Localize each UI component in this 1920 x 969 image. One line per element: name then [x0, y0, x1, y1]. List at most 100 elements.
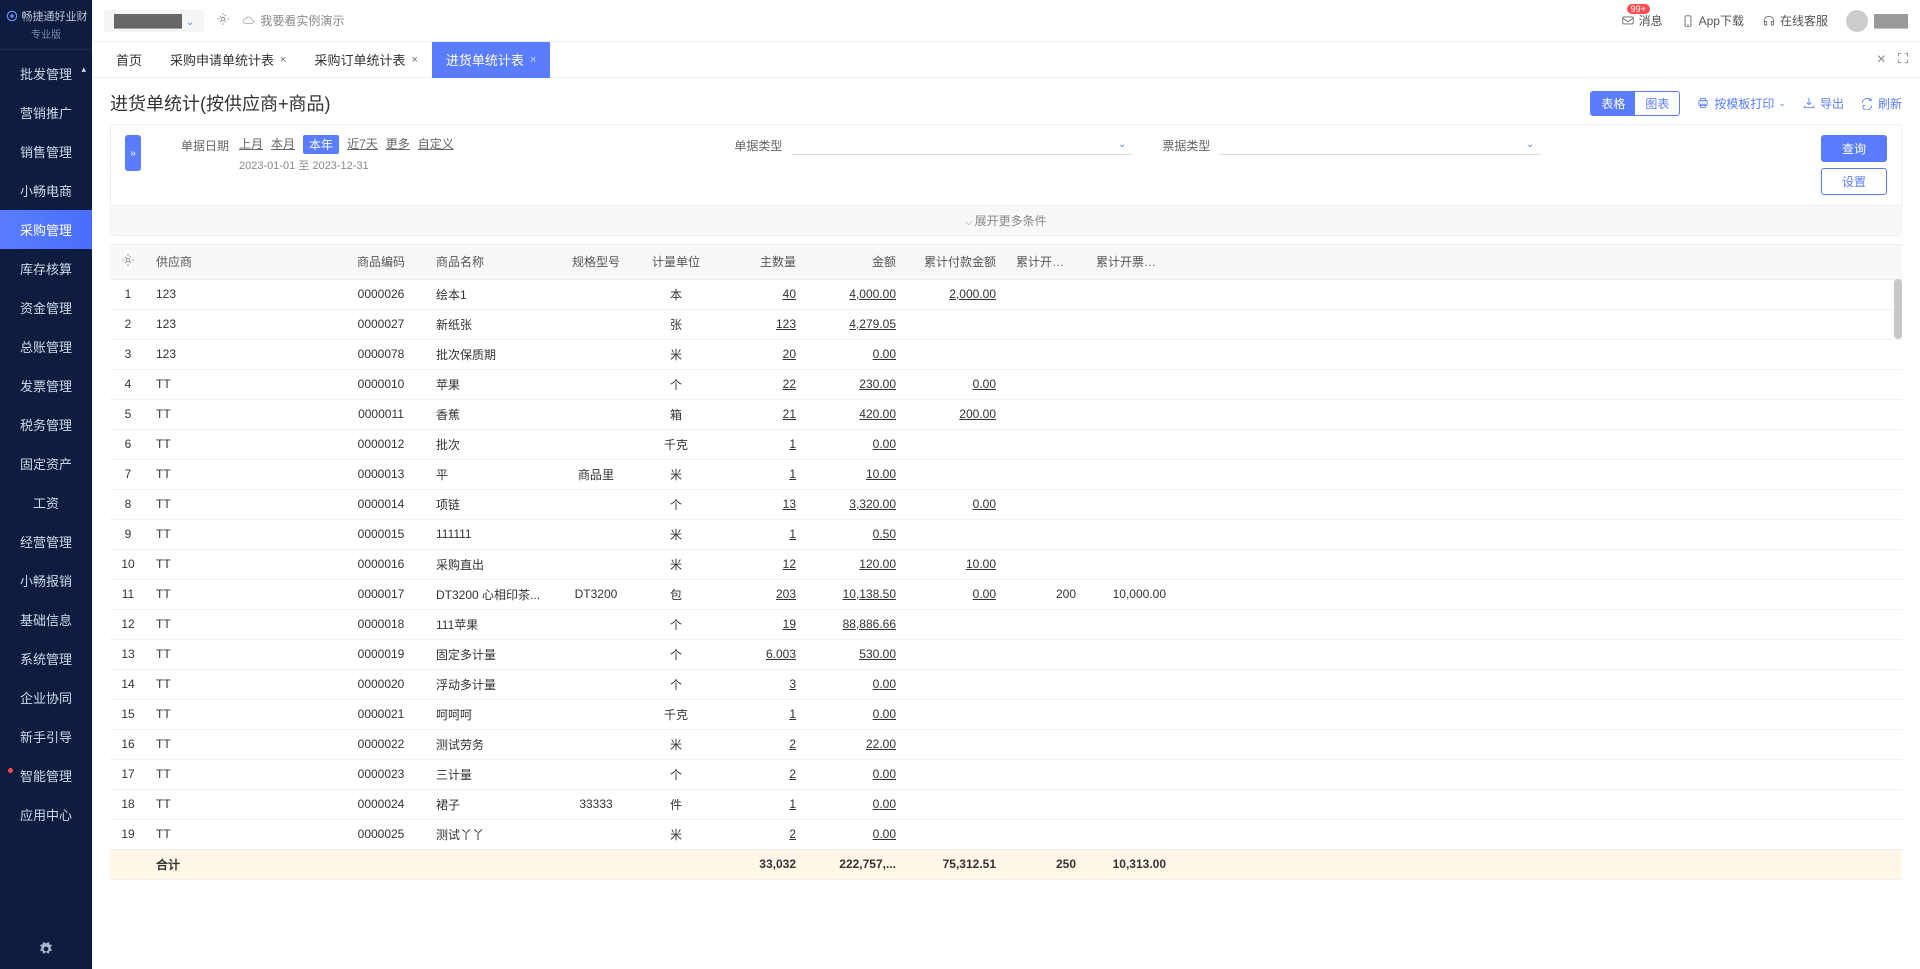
th-invqty[interactable]: 累计开票数量 — [1006, 245, 1086, 279]
close-icon[interactable]: × — [280, 54, 286, 66]
th-name[interactable]: 商品名称 — [426, 245, 556, 279]
tab-2[interactable]: 采购订单统计表× — [300, 42, 431, 78]
filter-setting-button[interactable]: 设置 — [1821, 168, 1887, 195]
sidebar-item-1[interactable]: 营销推广 — [0, 93, 92, 132]
sidebar-item-9[interactable]: 税务管理 — [0, 405, 92, 444]
chevron-down-icon: ⌄ — [186, 17, 194, 28]
sidebar-item-15[interactable]: 系统管理 — [0, 639, 92, 678]
sidebar-item-8[interactable]: 发票管理 — [0, 366, 92, 405]
table-row[interactable]: 31230000078批次保质期米200.00 — [110, 339, 1902, 369]
table-row[interactable]: 21230000027新纸张张1234,279.05 — [110, 309, 1902, 339]
view-toggle-chart[interactable]: 图表 — [1635, 92, 1679, 115]
sidebar-item-16[interactable]: 企业协同 — [0, 678, 92, 717]
avatar — [1846, 10, 1868, 32]
sidebar-item-17[interactable]: 新手引导 — [0, 717, 92, 756]
table-row[interactable]: 19TT0000025测试丫丫米20.00 — [110, 819, 1902, 849]
gear-icon[interactable] — [216, 12, 230, 29]
view-toggle: 表格 图表 — [1590, 91, 1680, 116]
table-row[interactable]: 15TT0000021呵呵呵千克10.00 — [110, 699, 1902, 729]
vertical-scrollbar[interactable] — [1894, 279, 1902, 339]
table-row[interactable]: 14TT0000020浮动多计量个30.00 — [110, 669, 1902, 699]
table-row[interactable]: 6TT0000012批次千克10.00 — [110, 429, 1902, 459]
page-title: 进货单统计(按供应商+商品) — [110, 90, 331, 116]
user-menu[interactable]: ████ — [1846, 10, 1908, 32]
export-icon — [1802, 96, 1816, 110]
th-supplier[interactable]: 供应商 — [146, 245, 336, 279]
message-button[interactable]: 99+ 消息 — [1621, 12, 1663, 29]
sidebar-item-6[interactable]: 资金管理 — [0, 288, 92, 327]
refresh-icon — [1860, 96, 1874, 110]
expand-more-filters[interactable]: ⌵ 展开更多条件 — [111, 205, 1901, 235]
page-header: 进货单统计(按供应商+商品) 表格 图表 按模板打印 ⌄ 导出 刷新 — [92, 78, 1920, 124]
tab-0[interactable]: 首页 — [102, 42, 156, 78]
support-button[interactable]: 在线客服 — [1762, 12, 1828, 29]
refresh-button[interactable]: 刷新 — [1860, 95, 1902, 112]
th-spec[interactable]: 规格型号 — [556, 245, 636, 279]
brand-icon — [5, 9, 19, 23]
table-row[interactable]: 7TT0000013平商品里米110.00 — [110, 459, 1902, 489]
headset-icon — [1762, 14, 1776, 28]
sidebar: 畅捷通好业财 专业版 批发管理营销推广销售管理小畅电商采购管理库存核算资金管理总… — [0, 0, 92, 969]
sidebar-item-5[interactable]: 库存核算 — [0, 249, 92, 288]
th-unit[interactable]: 计量单位 — [636, 245, 716, 279]
table-row[interactable]: 10TT0000016采购直出米12120.0010.00 — [110, 549, 1902, 579]
doc-type-select[interactable]: ⌄ — [792, 135, 1132, 155]
sidebar-item-12[interactable]: 经营管理 — [0, 522, 92, 561]
date-opt-0[interactable]: 上月 — [239, 135, 263, 154]
filter-collapse-handle[interactable]: » — [125, 135, 141, 171]
filter-bar: » 单据日期 上月本月本年近7天更多自定义 2023-01-01 至 2023-… — [110, 124, 1902, 236]
column-settings-icon[interactable] — [110, 245, 146, 279]
table-row[interactable]: 8TT0000014项链个133,320.000.00 — [110, 489, 1902, 519]
date-opt-5[interactable]: 自定义 — [418, 135, 454, 154]
table-row[interactable]: 9TT0000015111111米10.50 — [110, 519, 1902, 549]
sidebar-item-13[interactable]: 小畅报销 — [0, 561, 92, 600]
topbar: ████████⌄ 我要看实例演示 99+ 消息 App下载 — [92, 0, 1920, 42]
th-qty[interactable]: 主数量 — [716, 245, 806, 279]
close-icon[interactable]: × — [411, 54, 417, 66]
invoice-type-select[interactable]: ⌄ — [1220, 135, 1540, 155]
fullscreen-icon[interactable] — [1896, 51, 1910, 69]
org-selector[interactable]: ████████⌄ — [104, 10, 204, 32]
sidebar-item-14[interactable]: 基础信息 — [0, 600, 92, 639]
print-template-button[interactable]: 按模板打印 ⌄ — [1696, 95, 1786, 112]
close-icon[interactable]: × — [530, 54, 536, 66]
invoice-type-label: 票据类型 — [1162, 135, 1210, 154]
table-row[interactable]: 18TT0000024裙子33333件10.00 — [110, 789, 1902, 819]
th-invamt[interactable]: 累计开票金额 — [1086, 245, 1176, 279]
app-download-button[interactable]: App下载 — [1681, 12, 1744, 29]
table-row[interactable]: 17TT0000023三计量个20.00 — [110, 759, 1902, 789]
sidebar-item-18[interactable]: 智能管理 — [0, 756, 92, 795]
date-opt-4[interactable]: 更多 — [386, 135, 410, 154]
date-opt-2[interactable]: 本年 — [303, 135, 339, 154]
sidebar-item-2[interactable]: 销售管理 — [0, 132, 92, 171]
table-total-row: 合计33,032222,757,...75,312.5125010,313.00 — [110, 849, 1902, 879]
export-button[interactable]: 导出 — [1802, 95, 1844, 112]
table-row[interactable]: 16TT0000022测试劳务米222.00 — [110, 729, 1902, 759]
th-amt[interactable]: 金额 — [806, 245, 906, 279]
sidebar-item-7[interactable]: 总账管理 — [0, 327, 92, 366]
sidebar-item-19[interactable]: 应用中心 — [0, 795, 92, 834]
th-pay[interactable]: 累计付款金额 — [906, 245, 1006, 279]
date-opt-1[interactable]: 本月 — [271, 135, 295, 154]
close-all-icon[interactable]: × — [1877, 51, 1886, 69]
sidebar-item-3[interactable]: 小畅电商 — [0, 171, 92, 210]
settings-gear-icon[interactable] — [0, 932, 92, 969]
sidebar-item-11[interactable]: 工资 — [0, 483, 92, 522]
table-row[interactable]: 12TT0000018111苹果个1988,886.66 — [110, 609, 1902, 639]
th-code[interactable]: 商品编码 — [336, 245, 426, 279]
query-button[interactable]: 查询 — [1821, 135, 1887, 162]
table-row[interactable]: 11230000026绘本1本404,000.002,000.00 — [110, 279, 1902, 309]
tab-3[interactable]: 进货单统计表× — [432, 42, 550, 78]
tab-1[interactable]: 采购申请单统计表× — [156, 42, 300, 78]
table-row[interactable]: 13TT0000019固定多计量个6.003530.00 — [110, 639, 1902, 669]
table-row[interactable]: 11TT0000017DT3200 心相印茶...DT3200包20310,13… — [110, 579, 1902, 609]
table-row[interactable]: 4TT0000010苹果个22230.000.00 — [110, 369, 1902, 399]
demo-link[interactable]: 我要看实例演示 — [242, 12, 344, 29]
view-toggle-table[interactable]: 表格 — [1591, 92, 1635, 115]
date-opt-3[interactable]: 近7天 — [347, 135, 378, 154]
sidebar-item-0[interactable]: 批发管理 — [0, 54, 92, 93]
sidebar-item-4[interactable]: 采购管理 — [0, 210, 92, 249]
sidebar-item-10[interactable]: 固定资产 — [0, 444, 92, 483]
table-row[interactable]: 5TT0000011香蕉箱21420.00200.00 — [110, 399, 1902, 429]
data-table-container: 供应商 商品编码 商品名称 规格型号 计量单位 主数量 金额 累计付款金额 累计… — [110, 244, 1902, 957]
